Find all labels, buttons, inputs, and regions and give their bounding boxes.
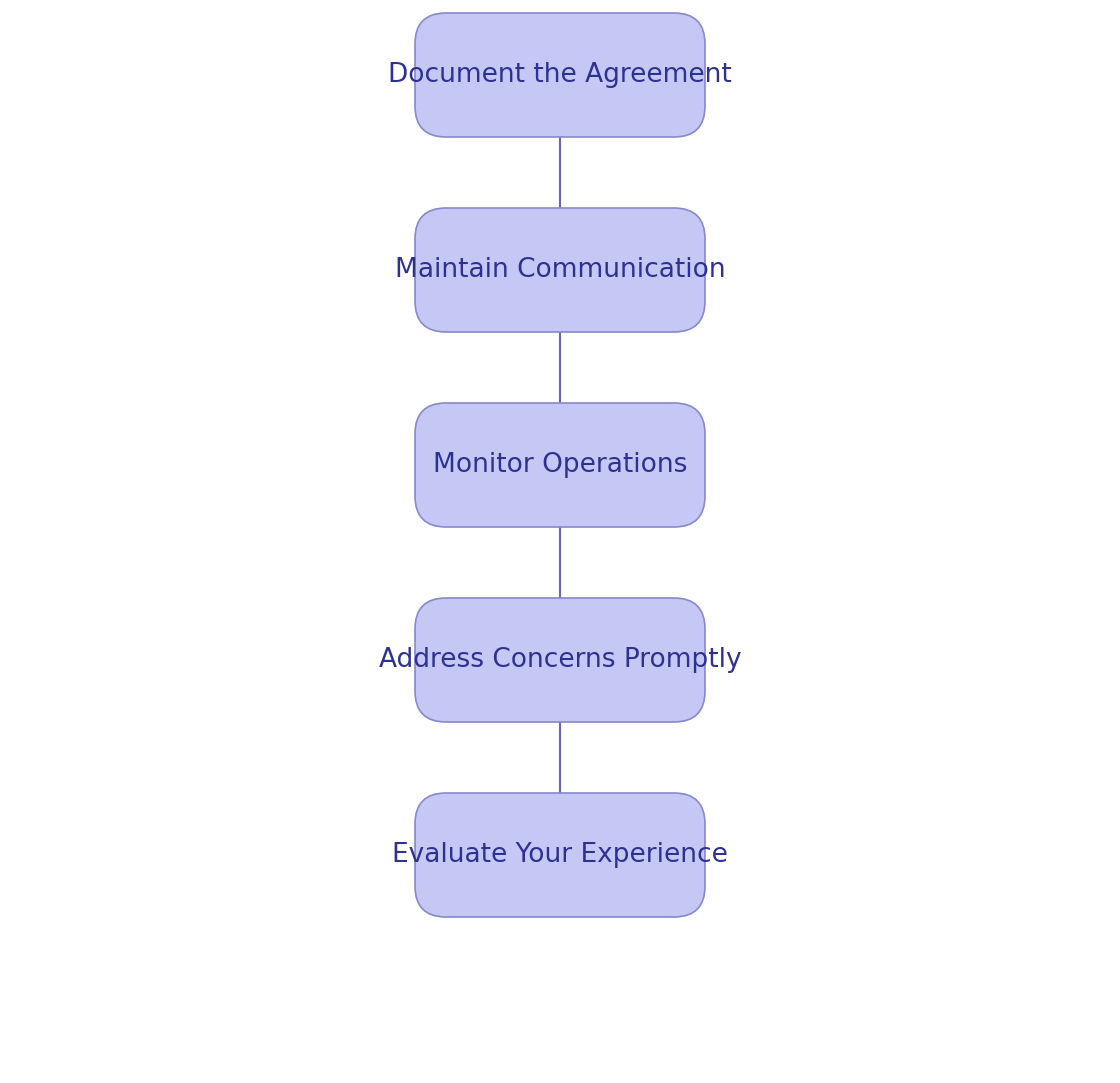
FancyBboxPatch shape [416, 13, 704, 138]
Text: Maintain Communication: Maintain Communication [394, 257, 726, 283]
FancyBboxPatch shape [416, 598, 704, 722]
Text: Document the Agreement: Document the Agreement [389, 62, 731, 88]
Text: Evaluate Your Experience: Evaluate Your Experience [392, 841, 728, 867]
Text: Address Concerns Promptly: Address Concerns Promptly [379, 647, 741, 673]
FancyBboxPatch shape [416, 793, 704, 917]
FancyBboxPatch shape [416, 208, 704, 332]
FancyBboxPatch shape [416, 403, 704, 527]
Text: Monitor Operations: Monitor Operations [432, 452, 688, 478]
